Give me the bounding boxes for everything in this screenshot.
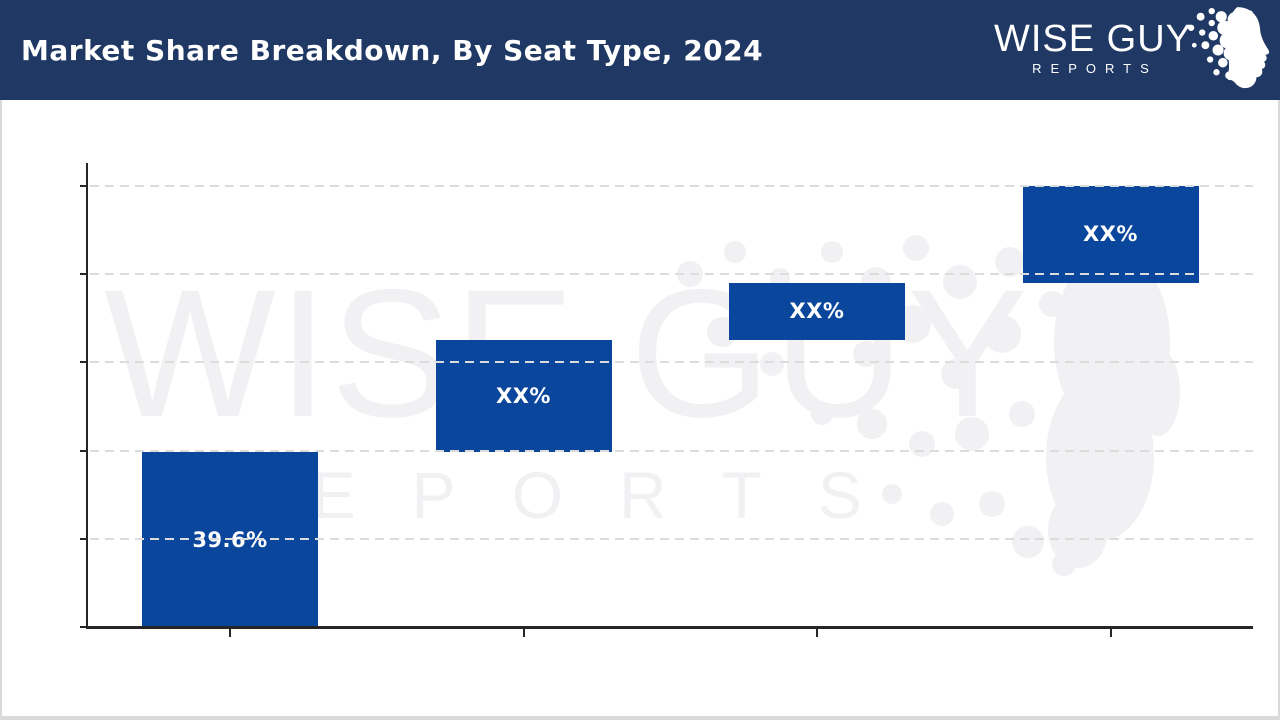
x-tick-2 (816, 629, 818, 637)
x-tick-1 (522, 629, 525, 637)
y-tick-80 (80, 273, 88, 276)
bar-value-label: XX% (496, 384, 551, 409)
y-tick-60 (80, 361, 88, 364)
wise-guy-logo: WISE GUY REPORTS (994, 2, 1274, 98)
face-profile-icon (1187, 7, 1270, 89)
gridline-100 (90, 185, 1253, 187)
page-title: Market Share Breakdown, By Seat Type, 20… (21, 33, 764, 67)
x-tick-0 (229, 629, 231, 637)
gridline-20 (90, 537, 1253, 540)
x-tick-3 (1109, 629, 1112, 637)
y-axis-line (86, 163, 88, 629)
x-axis-line (86, 626, 1253, 629)
footer-strip (0, 716, 1280, 720)
bar-bench-seats: XX% (1022, 186, 1199, 283)
bar-sport-seats: XX% (435, 339, 612, 453)
gridline-80 (90, 273, 1253, 276)
y-tick-0 (80, 626, 88, 628)
bar-bucket-seats: XX% (729, 282, 905, 340)
bar-value-label: XX% (789, 299, 845, 324)
logo-text: WISE GUY REPORTS (993, 18, 1192, 76)
header-bar: Market Share Breakdown, By Seat Type, 20… (0, 0, 1280, 100)
logo-subtitle: REPORTS (1032, 60, 1158, 76)
y-tick-20 (80, 537, 88, 540)
y-tick-100 (80, 185, 88, 187)
bar-value-label: XX% (1083, 222, 1138, 247)
gridline-40 (90, 449, 1253, 452)
y-tick-40 (80, 449, 88, 452)
logo-wordmark: WISE GUY (993, 18, 1192, 61)
gridline-60 (90, 361, 1253, 364)
